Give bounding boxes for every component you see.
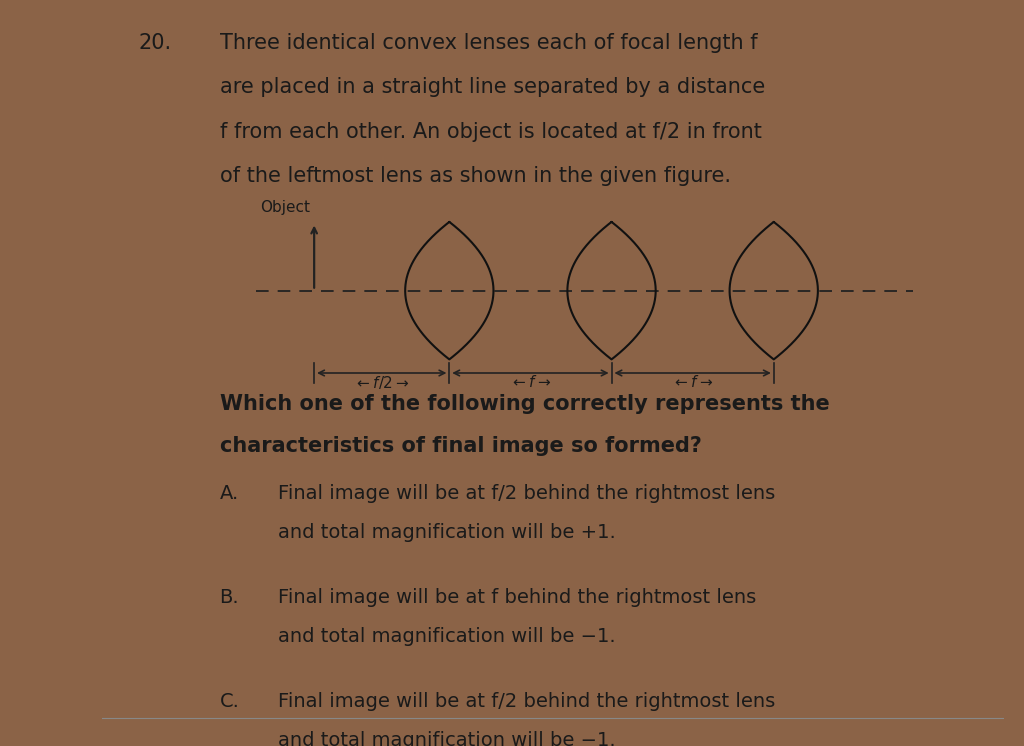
Text: $\leftarrow f/2\rightarrow$: $\leftarrow f/2\rightarrow$ xyxy=(354,374,410,391)
Text: f from each other. An object is located at f/2 in front: f from each other. An object is located … xyxy=(219,122,762,142)
Text: of the leftmost lens as shown in the given figure.: of the leftmost lens as shown in the giv… xyxy=(219,166,730,186)
Text: are placed in a straight line separated by a distance: are placed in a straight line separated … xyxy=(219,78,765,97)
Text: Which one of the following correctly represents the: Which one of the following correctly rep… xyxy=(219,395,829,415)
Text: 20.: 20. xyxy=(138,33,172,53)
Text: Object: Object xyxy=(260,201,309,216)
Text: Final image will be at f/2 behind the rightmost lens: Final image will be at f/2 behind the ri… xyxy=(279,692,775,711)
Text: characteristics of final image so formed?: characteristics of final image so formed… xyxy=(219,436,701,456)
Text: B.: B. xyxy=(219,588,240,606)
Text: Final image will be at f/2 behind the rightmost lens: Final image will be at f/2 behind the ri… xyxy=(279,484,775,503)
Text: and total magnification will be +1.: and total magnification will be +1. xyxy=(279,524,615,542)
Text: and total magnification will be −1.: and total magnification will be −1. xyxy=(279,731,615,746)
Text: Three identical convex lenses each of focal length ⁠f: Three identical convex lenses each of fo… xyxy=(219,33,757,53)
Text: A.: A. xyxy=(219,484,239,503)
Text: $\leftarrow f\rightarrow$: $\leftarrow f\rightarrow$ xyxy=(672,374,713,389)
Text: C.: C. xyxy=(219,692,240,711)
Text: and total magnification will be −1.: and total magnification will be −1. xyxy=(279,627,615,646)
Text: Final image will be at f behind the rightmost lens: Final image will be at f behind the righ… xyxy=(279,588,757,606)
Text: $\leftarrow f\rightarrow$: $\leftarrow f\rightarrow$ xyxy=(510,374,551,389)
